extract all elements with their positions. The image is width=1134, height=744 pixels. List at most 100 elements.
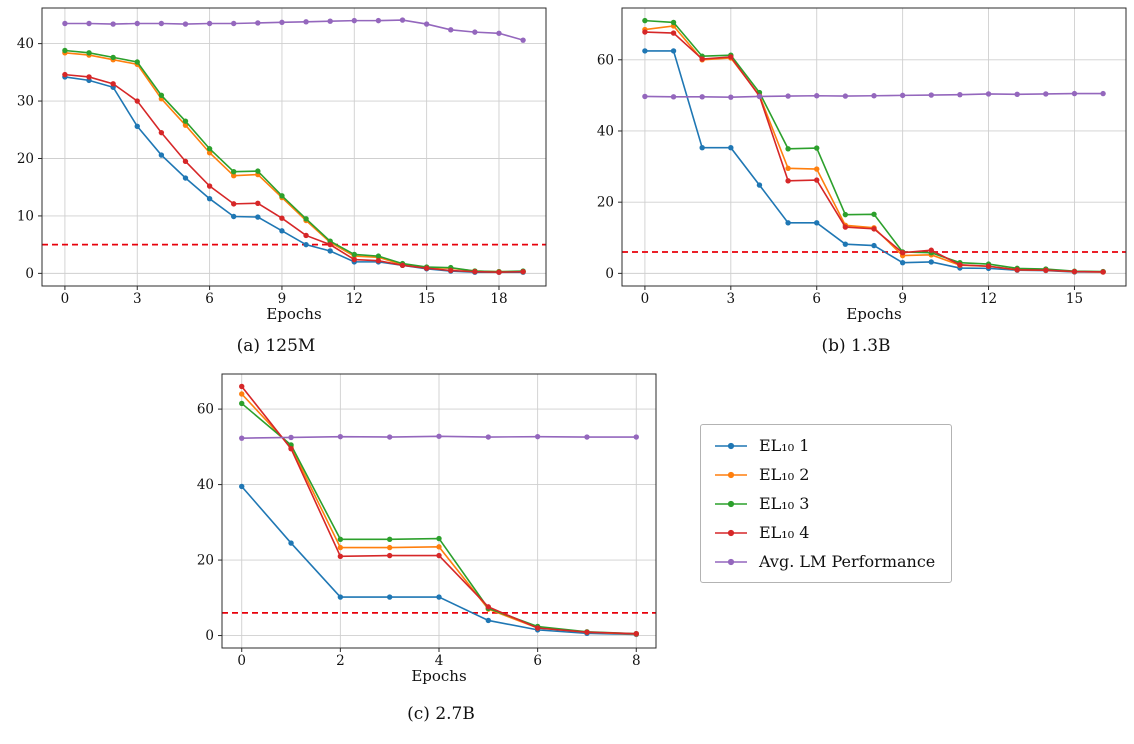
series-marker <box>1100 90 1106 97</box>
series-marker <box>239 383 245 390</box>
series-marker <box>386 536 393 543</box>
series-marker <box>386 552 393 559</box>
legend-item-label: Avg. LM Performance <box>759 552 936 571</box>
series-marker <box>485 604 492 610</box>
series-marker <box>279 228 285 234</box>
series-marker <box>785 146 791 152</box>
series-marker <box>110 54 116 61</box>
series-marker <box>670 30 677 36</box>
series-marker <box>485 434 492 440</box>
y-tick-label: 10 <box>17 208 34 224</box>
series-marker <box>871 93 877 99</box>
series-marker <box>814 220 820 226</box>
series-marker <box>534 433 541 440</box>
x-tick-label: 8 <box>632 653 641 669</box>
series-marker <box>158 20 165 27</box>
series-line-2 <box>64 49 524 273</box>
caption-c: (c) 2.7B <box>407 704 475 724</box>
series-marker <box>670 19 677 26</box>
series-marker <box>158 152 165 158</box>
legend-item-label: EL₁₀ 4 <box>759 523 810 542</box>
series-marker <box>303 241 309 248</box>
axes-spines <box>41 7 547 287</box>
series-marker <box>231 168 237 175</box>
series-marker <box>337 536 344 543</box>
caption-a: (a) 125M <box>236 336 316 356</box>
series-line-4 <box>64 19 524 41</box>
series-marker <box>871 211 877 217</box>
series-marker <box>206 195 213 202</box>
series-marker <box>337 553 344 559</box>
series-marker <box>633 630 639 637</box>
chart-block-c: 0 2 4 6 8 0 20 40 60 Epochs <box>180 368 662 690</box>
x-tick-label: 12 <box>346 291 363 307</box>
y-tick-label: 60 <box>597 52 614 68</box>
series-marker <box>472 29 478 35</box>
series-marker <box>351 256 357 263</box>
series-marker <box>496 269 502 275</box>
x-tick-label: 6 <box>205 291 214 307</box>
series-marker <box>62 47 68 54</box>
series-marker <box>728 94 734 100</box>
series-marker <box>633 434 639 440</box>
series-marker <box>842 224 849 230</box>
series-marker <box>899 259 906 266</box>
legend-marker <box>715 558 747 565</box>
series-marker <box>134 98 140 104</box>
x-tick-label: 0 <box>641 291 650 307</box>
x-tick-label: 3 <box>133 291 142 307</box>
series-marker <box>1043 267 1049 273</box>
x-tick-label: 9 <box>898 291 907 307</box>
series-marker <box>182 118 189 124</box>
legend-item-label: EL₁₀ 3 <box>759 494 810 513</box>
chart-b: 0 3 6 9 12 15 0 20 40 60 Epochs <box>580 2 1132 324</box>
series-marker <box>255 200 261 206</box>
series-marker <box>239 435 245 441</box>
series-marker <box>386 594 393 600</box>
x-tick-label: 3 <box>727 291 736 307</box>
series-marker <box>86 50 92 56</box>
series-marker <box>785 165 791 172</box>
series-marker <box>386 544 393 551</box>
series-marker <box>436 552 442 559</box>
series-marker <box>928 259 934 265</box>
y-tick-label: 20 <box>197 553 214 569</box>
legend-item: EL₁₀ 3 <box>713 494 935 513</box>
y-tick-label: 0 <box>205 628 214 644</box>
series-marker <box>423 265 430 271</box>
series-marker <box>699 56 705 62</box>
series-marker <box>327 241 333 248</box>
legend: EL₁₀ 1 EL₁₀ 2 EL₁₀ 3 EL₁₀ 4 Avg. LM Performa… <box>700 424 953 583</box>
y-tick-label: 40 <box>197 477 214 493</box>
series-marker <box>303 19 309 25</box>
legend-marker <box>715 471 747 478</box>
series-marker <box>110 21 116 27</box>
series-marker <box>756 93 763 100</box>
series-marker <box>728 145 734 151</box>
series-marker <box>785 93 791 99</box>
series-marker <box>448 267 454 274</box>
series-marker <box>255 168 261 174</box>
series-marker <box>399 262 406 269</box>
series-marker <box>182 175 189 181</box>
legend-item-label: EL₁₀ 2 <box>759 465 810 484</box>
series-marker <box>1043 91 1049 97</box>
series-marker <box>386 434 393 440</box>
series-marker <box>985 91 992 97</box>
x-tick-label: 15 <box>418 291 435 307</box>
series-line-3 <box>64 73 524 274</box>
series-marker <box>158 129 165 136</box>
series-marker <box>928 92 934 98</box>
legend-items: EL₁₀ 1 EL₁₀ 2 EL₁₀ 3 EL₁₀ 4 Avg. LM Performa… <box>713 436 935 571</box>
x-axis-label: Epochs <box>411 667 466 685</box>
series-marker <box>728 54 734 60</box>
series-marker <box>436 433 442 439</box>
series-marker <box>62 20 68 27</box>
series-marker <box>279 215 285 221</box>
series-marker <box>351 251 357 258</box>
x-tick-label: 0 <box>237 653 246 669</box>
legend-item: Avg. LM Performance <box>713 552 935 571</box>
series-marker <box>534 625 541 631</box>
series-marker <box>785 178 791 184</box>
series-marker <box>699 94 705 100</box>
